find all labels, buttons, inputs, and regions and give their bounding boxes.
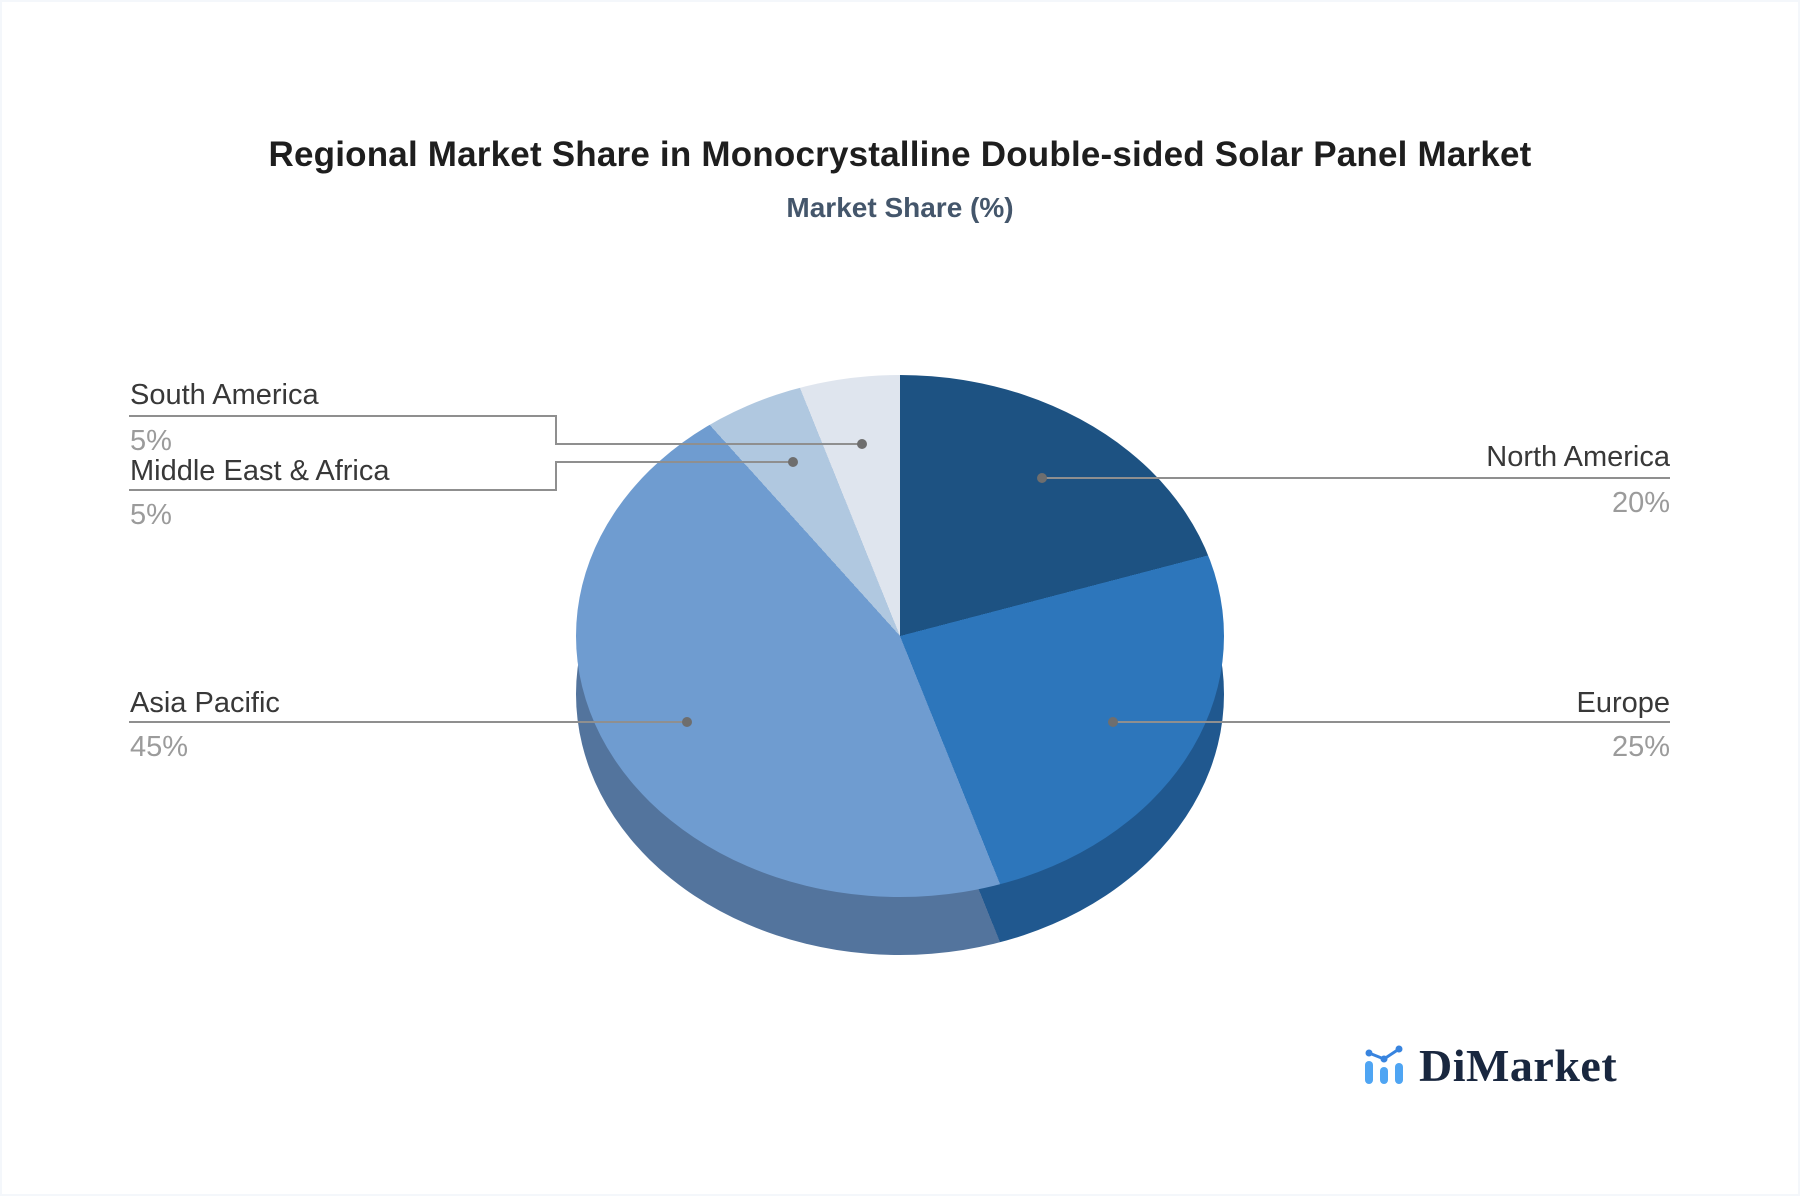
label-middle-east-africa: Middle East & Africa xyxy=(130,455,390,487)
value-europe: 25% xyxy=(1611,731,1670,763)
logo-bar-chart-icon xyxy=(1365,1045,1403,1084)
pie-face xyxy=(576,375,1224,897)
logo: DiMarket xyxy=(1363,1040,1617,1092)
label-north-america: North America xyxy=(1486,441,1670,473)
chart-subtitle: Market Share (%) xyxy=(786,192,1014,223)
value-north-america: 20% xyxy=(1611,487,1670,519)
label-south-america: South America xyxy=(130,379,319,411)
value-south-america: 5% xyxy=(130,425,172,457)
chart-title: Regional Market Share in Monocrystalline… xyxy=(268,135,1532,174)
value-asia-pacific: 45% xyxy=(130,731,189,763)
label-europe: Europe xyxy=(1576,687,1670,719)
label-asia-pacific: Asia Pacific xyxy=(130,687,280,719)
pie-chart xyxy=(576,375,1224,955)
value-middle-east-africa: 5% xyxy=(130,499,172,531)
logo-text: DiMarket xyxy=(1419,1040,1618,1091)
